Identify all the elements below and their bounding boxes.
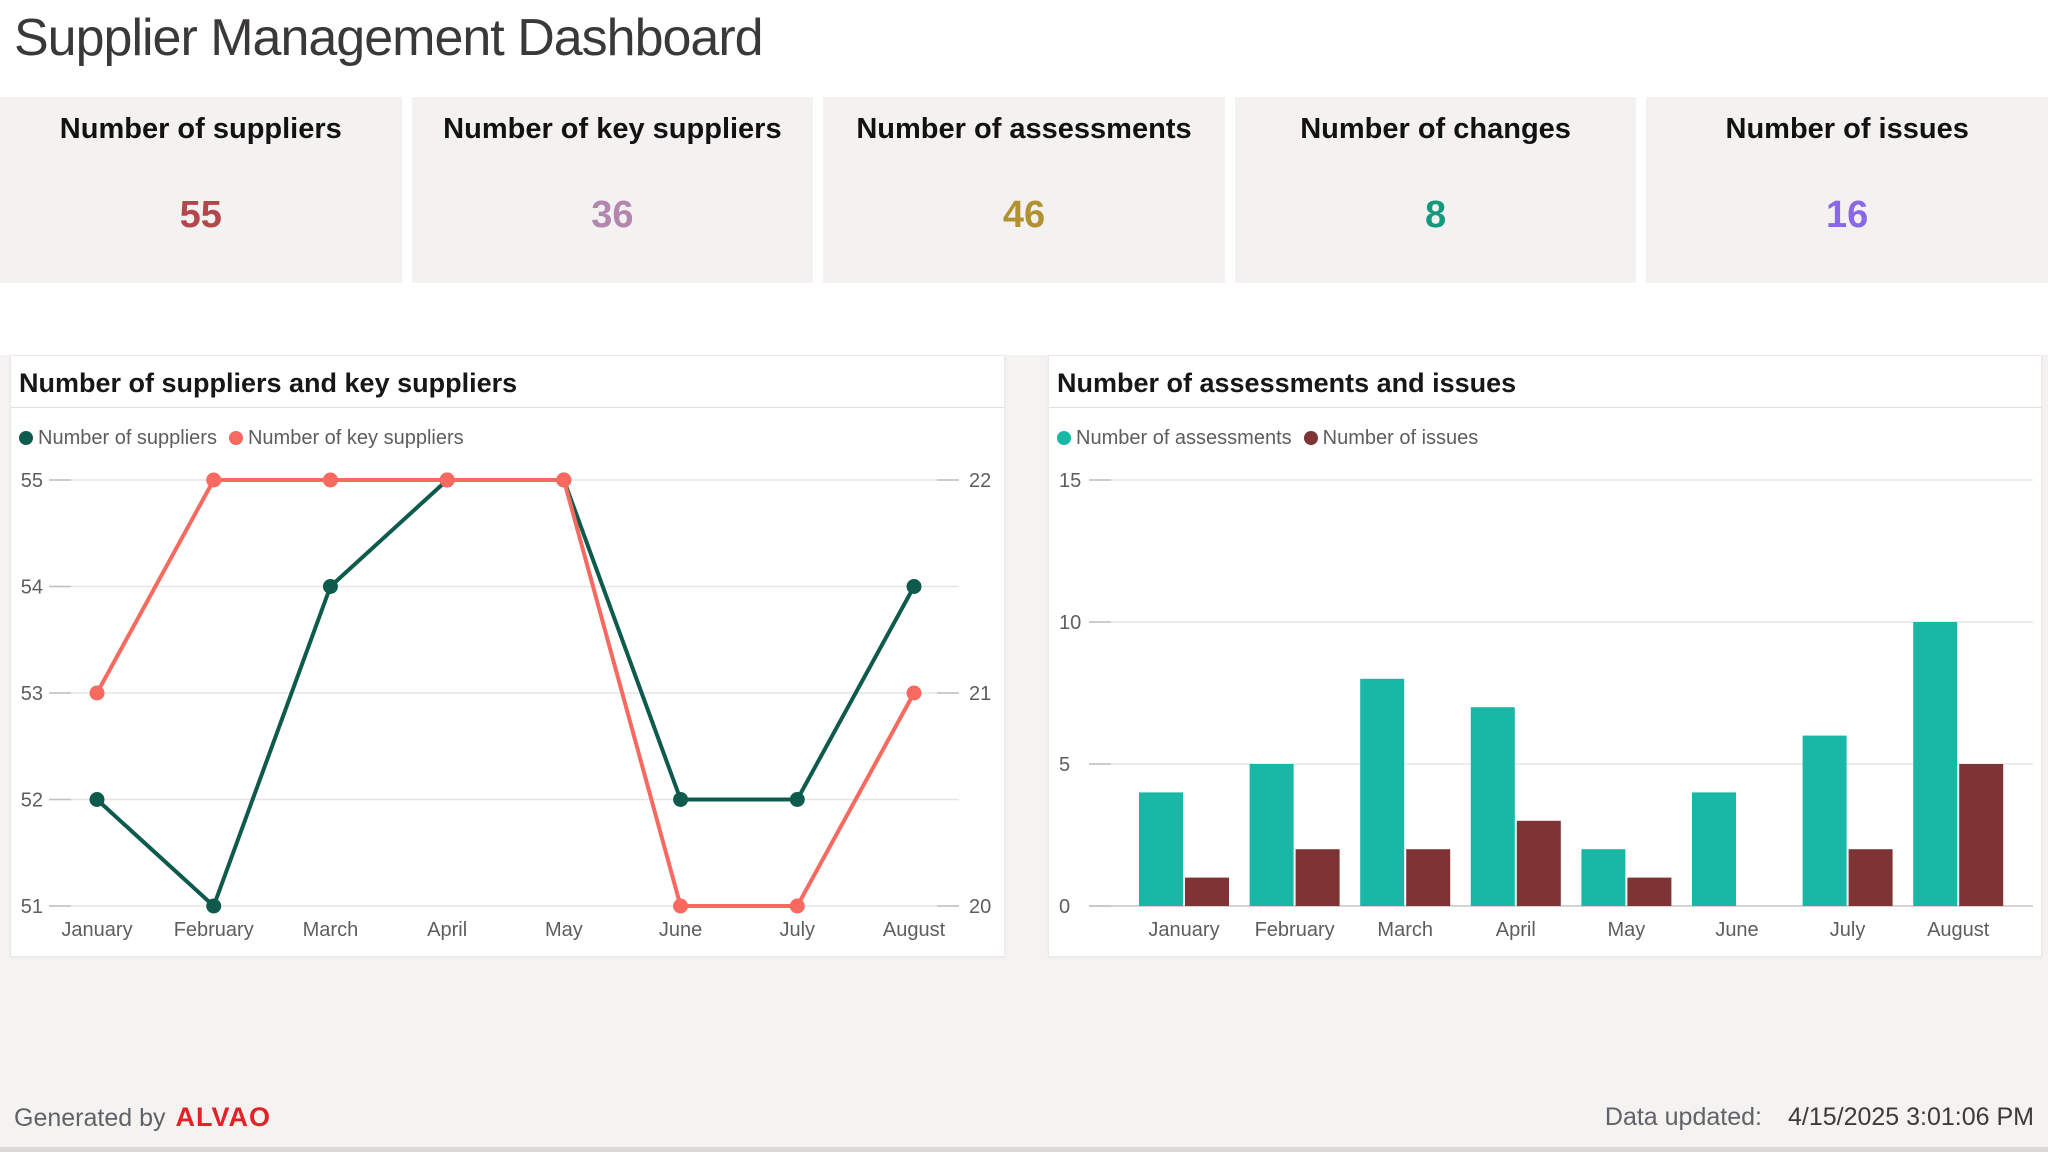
data-updated-label: Data updated: bbox=[1604, 1102, 1762, 1131]
kpi-label: Number of suppliers bbox=[59, 113, 342, 145]
svg-text:February: February bbox=[1255, 919, 1335, 941]
legend-item-key-suppliers[interactable]: Number of key suppliers bbox=[228, 426, 464, 450]
svg-text:July: July bbox=[779, 919, 815, 941]
svg-text:54: 54 bbox=[21, 577, 43, 599]
svg-text:15: 15 bbox=[1059, 470, 1081, 492]
kpi-label: Number of changes bbox=[1300, 113, 1571, 145]
footer: Generated by ALVAO Data updated: 4/15/20… bbox=[0, 1095, 2048, 1139]
generated-by-label: Generated by bbox=[14, 1103, 166, 1132]
kpi-card-issues[interactable]: Number of issues 16 bbox=[1646, 97, 2048, 283]
kpi-card-assessments[interactable]: Number of assessments 46 bbox=[823, 97, 1225, 283]
svg-text:51: 51 bbox=[21, 896, 43, 918]
legend-item-issues[interactable]: Number of issues bbox=[1303, 426, 1479, 450]
dashboard-header: Supplier Management Dashboard bbox=[0, 0, 2048, 97]
bar-chart-plot[interactable]: 15 10 5 0 January February March April May June Ju… bbox=[1049, 456, 2041, 956]
bar-chart-panel[interactable]: Number of assessments and issues Number … bbox=[1048, 355, 2042, 957]
svg-text:January: January bbox=[1148, 919, 1219, 941]
svg-text:April: April bbox=[427, 919, 467, 941]
legend-label: Number of issues bbox=[1322, 426, 1479, 449]
svg-text:April: April bbox=[1496, 919, 1536, 941]
kpi-row: Number of suppliers 55 Number of key sup… bbox=[0, 97, 2048, 283]
legend-item-suppliers[interactable]: Number of suppliers bbox=[19, 427, 217, 450]
lower-section: Number of suppliers and key suppliers Nu… bbox=[0, 355, 2048, 1152]
svg-text:August: August bbox=[883, 919, 946, 941]
kpi-card-key-suppliers[interactable]: Number of key suppliers 36 bbox=[411, 97, 814, 283]
svg-text:55: 55 bbox=[21, 470, 43, 492]
svg-text:52: 52 bbox=[21, 790, 43, 812]
legend-label: Number of suppliers bbox=[38, 426, 217, 449]
page-title: Supplier Management Dashboard bbox=[14, 9, 764, 67]
kpi-value: 55 bbox=[179, 194, 222, 236]
alvao-logo[interactable]: ALVAO bbox=[175, 1101, 271, 1132]
kpi-label: Number of key suppliers bbox=[443, 113, 782, 145]
svg-text:March: March bbox=[1377, 919, 1433, 941]
legend-label: Number of assessments bbox=[1076, 426, 1292, 449]
kpi-value: 36 bbox=[591, 194, 634, 236]
line-chart-legend: Number of suppliers Number of key suppli… bbox=[19, 426, 464, 450]
data-updated-value: 4/15/2025 3:01:06 PM bbox=[1787, 1102, 2034, 1131]
line-chart-panel[interactable]: Number of suppliers and key suppliers Nu… bbox=[10, 355, 1005, 957]
kpi-value: 46 bbox=[1002, 194, 1046, 236]
svg-text:5: 5 bbox=[1059, 754, 1070, 776]
svg-text:21: 21 bbox=[969, 683, 991, 705]
kpi-card-changes[interactable]: Number of changes 8 bbox=[1234, 97, 1637, 283]
svg-text:20: 20 bbox=[969, 896, 991, 918]
bar-chart-legend: Number of assessments Number of issues bbox=[1057, 426, 1478, 450]
svg-text:May: May bbox=[545, 919, 583, 941]
svg-text:June: June bbox=[659, 919, 702, 941]
legend-item-assessments[interactable]: Number of assessments bbox=[1057, 427, 1292, 450]
window-bottom-edge bbox=[0, 1147, 2048, 1152]
kpi-label: Number of assessments bbox=[856, 113, 1192, 145]
kpi-card-suppliers[interactable]: Number of suppliers 55 bbox=[0, 97, 402, 283]
legend-dot-icon bbox=[19, 431, 33, 445]
kpi-value: 16 bbox=[1826, 194, 1869, 236]
kpi-value: 8 bbox=[1425, 194, 1447, 236]
svg-text:February: February bbox=[174, 919, 254, 941]
svg-text:22: 22 bbox=[969, 470, 991, 492]
svg-text:May: May bbox=[1608, 919, 1646, 941]
line-chart-title: Number of suppliers and key suppliers bbox=[11, 356, 1004, 408]
svg-text:July: July bbox=[1830, 919, 1866, 941]
legend-dot-icon bbox=[1057, 431, 1071, 445]
legend-dot-icon bbox=[228, 431, 243, 445]
svg-text:March: March bbox=[303, 919, 359, 941]
legend-dot-icon bbox=[1303, 431, 1318, 445]
svg-text:10: 10 bbox=[1059, 612, 1081, 634]
charts-row: Number of suppliers and key suppliers Nu… bbox=[0, 355, 2048, 957]
svg-text:August: August bbox=[1927, 919, 1990, 941]
line-chart-plot[interactable]: 55 54 53 52 51 22 21 20 January February March Apri… bbox=[11, 456, 1004, 956]
svg-text:53: 53 bbox=[21, 683, 43, 705]
spacer-band bbox=[0, 283, 2048, 355]
svg-text:0: 0 bbox=[1059, 896, 1070, 918]
svg-text:January: January bbox=[61, 919, 132, 941]
svg-text:June: June bbox=[1715, 919, 1758, 941]
legend-label: Number of key suppliers bbox=[247, 426, 464, 449]
kpi-label: Number of issues bbox=[1725, 113, 1969, 145]
bar-chart-title: Number of assessments and issues bbox=[1049, 356, 2041, 408]
